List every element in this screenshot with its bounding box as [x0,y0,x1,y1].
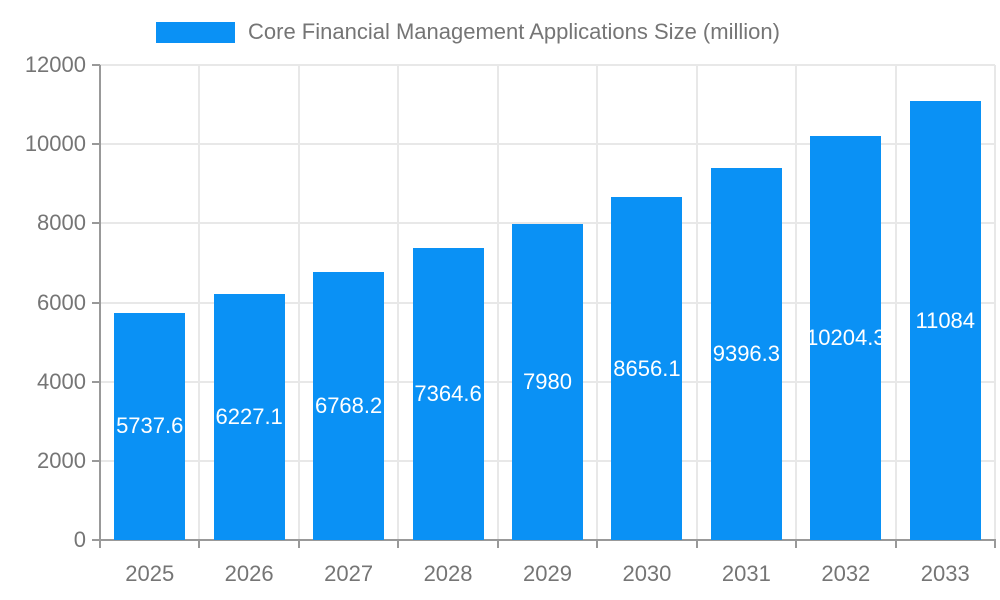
y-axis-tick [92,301,100,304]
x-gridline [695,65,698,540]
bar-2027[interactable]: 6768.2 [313,272,385,540]
x-axis-label: 2033 [920,561,970,586]
x-axis-label: 2030 [622,561,672,586]
y-axis-label: 6000 [37,289,86,315]
x-axis-label: 2031 [721,561,771,586]
y-axis-tick [92,459,100,462]
bar-value-label: 6227.1 [215,403,283,429]
x-axis-label: 2025 [125,561,175,586]
x-axis-tick [99,540,101,548]
y-axis-line [99,65,101,540]
bar-value-label: 7980 [523,369,572,395]
bar-value-label: 11084 [915,307,976,333]
bar-2033[interactable]: 11084 [909,101,981,540]
x-axis-label: 2028 [423,561,473,586]
x-gridline [795,65,798,540]
x-gridline [397,65,400,540]
legend-swatch [156,21,235,43]
bar-2030[interactable]: 8656.1 [611,197,683,540]
x-gridline [297,65,300,540]
bar-2026[interactable]: 6227.1 [213,293,285,540]
y-axis-label: 10000 [24,131,86,157]
y-axis-label: 0 [73,527,86,552]
y-axis-tick [92,539,100,541]
x-axis-tick [894,540,897,548]
x-axis-tick [695,540,698,548]
bar-value-label: 7364.6 [414,381,482,407]
y-axis-label: 8000 [37,210,86,236]
bar-value-label: 10204.3 [810,325,882,351]
bar-2028[interactable]: 7364.6 [412,248,484,540]
bar-2032[interactable]: 10204.3 [810,136,882,540]
bar-value-label: 8656.1 [613,355,681,381]
y-axis-tick [92,222,100,225]
bar-2031[interactable]: 9396.3 [710,168,782,540]
y-axis-tick [92,380,100,383]
x-axis-label: 2026 [224,561,274,586]
x-axis-label: 2032 [821,561,871,586]
x-axis-tick [397,540,400,548]
x-gridline [894,65,897,540]
x-axis-label: 2027 [324,561,374,586]
x-gridline [198,65,201,540]
x-axis-label: 2029 [523,561,572,586]
x-axis-tick [198,540,201,548]
x-gridline [994,65,996,540]
y-gridline [100,64,995,66]
y-gridline [100,143,995,146]
y-gridline [100,222,995,225]
legend-item[interactable]: Core Financial Management Applications S… [156,19,780,44]
bar-value-label: 9396.3 [712,341,781,367]
bar-value-label: 6768.2 [314,393,383,419]
x-axis-tick [496,540,499,548]
bar-2025[interactable]: 5737.6 [114,312,186,540]
y-axis-label: 4000 [37,368,86,394]
bar-value-label: 5737.6 [116,413,184,439]
x-axis-line [99,539,996,541]
y-axis-label: 12000 [24,52,86,77]
x-axis-tick [596,540,599,548]
x-axis-tick [795,540,798,548]
legend-label: Core Financial Management Applications S… [248,19,780,44]
x-gridline [496,65,499,540]
x-gridline [596,65,599,540]
y-axis-label: 2000 [37,447,86,473]
y-axis-tick [92,64,100,66]
x-axis-tick [994,540,996,548]
bar-2029[interactable]: 7980 [512,224,583,540]
x-axis-tick [297,540,300,548]
y-axis-tick [92,143,100,146]
